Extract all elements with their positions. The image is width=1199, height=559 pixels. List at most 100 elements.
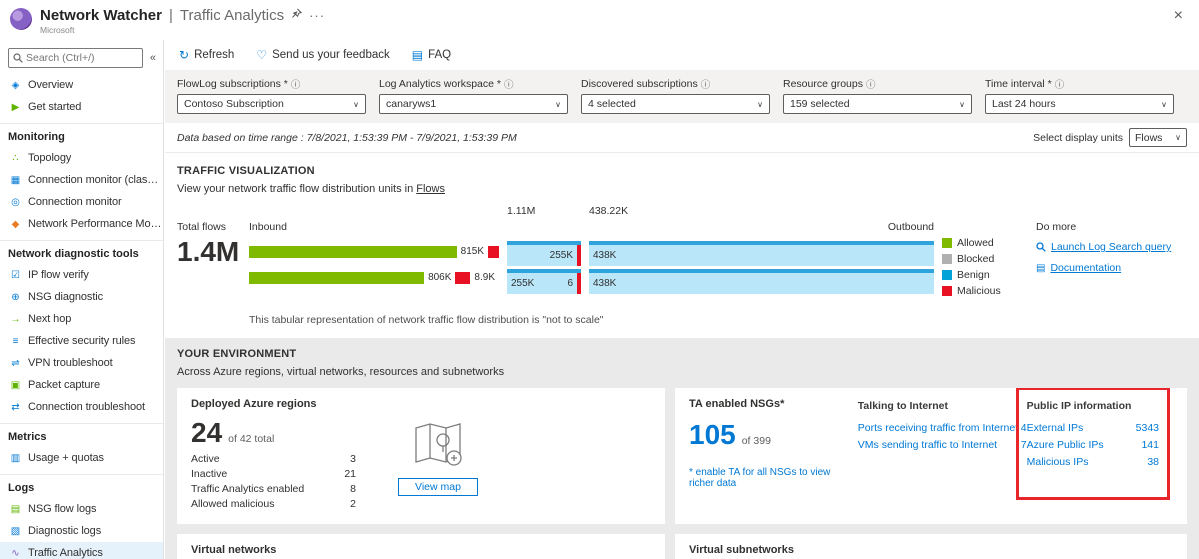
network-watcher-logo-icon — [10, 8, 32, 30]
connection-monitor-icon: ◎ — [11, 196, 20, 208]
sidebar-item-nsg-diagnostic[interactable]: ⊕ NSG diagnostic — [0, 286, 163, 308]
sidebar-item-vpn-troubleshoot[interactable]: ⇌ VPN troubleshoot — [0, 352, 163, 374]
topology-icon: ∴ — [12, 152, 19, 164]
sidebar-item-diagnostic-logs[interactable]: ▧ Diagnostic logs — [0, 520, 163, 542]
time-interval-select[interactable]: Last 24 hours ∨ — [985, 94, 1174, 114]
ports-receiving-link[interactable]: Ports receiving traffic from Internet 4 — [857, 422, 1027, 434]
allowed-bar — [249, 271, 425, 284]
effective-security-rules-icon: ≡ — [12, 335, 19, 347]
nsg-flow-logs-icon: ▤ — [10, 503, 21, 515]
blocked-swatch — [942, 254, 952, 264]
sidebar-item-topology[interactable]: ∴ Topology — [0, 147, 163, 169]
benign-cell-top: 255K — [507, 241, 581, 266]
mid-total-value: 1.11M — [507, 205, 536, 217]
chevron-down-icon: ∨ — [1161, 99, 1167, 109]
sidebar-item-ip-flow-verify[interactable]: ☑ IP flow verify — [0, 264, 163, 286]
search-input[interactable] — [26, 52, 138, 64]
sidebar-item-nsg-flow-logs[interactable]: ▤ NSG flow logs — [0, 498, 163, 520]
collapse-sidebar-button[interactable]: « — [149, 52, 156, 64]
vms-sending-link[interactable]: VMs sending traffic to Internet 7 — [857, 439, 1027, 451]
chevron-down-icon: ∨ — [757, 99, 763, 109]
vpn-troubleshoot-icon: ⇌ — [11, 357, 20, 369]
legend-benign: Benign — [942, 269, 1028, 281]
malicious-swatch — [942, 286, 952, 296]
heart-icon: ♡ — [256, 48, 268, 62]
page-title: Traffic Analytics — [179, 6, 285, 24]
sidebar-item-connection-troubleshoot[interactable]: ⇄ Connection troubleshoot — [0, 396, 163, 418]
refresh-button[interactable]: ↻ Refresh — [179, 48, 235, 62]
azure-public-ips-link[interactable]: Azure Public IPs 141 — [1026, 439, 1159, 451]
outbound-label: Outbound — [887, 221, 934, 233]
launch-log-search-link[interactable]: Launch Log Search query — [1036, 241, 1187, 253]
chart-legend: Allowed Blocked Benign Malicious — [942, 205, 1028, 301]
stat-row: Inactive 21 — [191, 468, 356, 481]
connection-monitor-classic-icon: ▦ — [10, 174, 21, 186]
malicious-bar — [455, 271, 471, 284]
faq-doc-icon: ▤ — [411, 48, 424, 62]
outbound-cell-top: 438K — [589, 241, 934, 266]
search-icon — [1036, 242, 1046, 252]
sidebar-item-effective-security-rules[interactable]: ≡ Effective security rules — [0, 330, 163, 352]
inbound-bar-1: 815K — [249, 245, 499, 258]
malicious-count: 6 — [567, 278, 573, 289]
outbound-cell-bottom: 438K — [589, 269, 934, 294]
command-bar: ↻ Refresh ♡ Send us your feedback ▤ FAQ — [165, 40, 1199, 70]
sidebar-item-next-hop[interactable]: → Next hop — [0, 308, 163, 330]
discovered-subscriptions-select[interactable]: 4 selected ∨ — [581, 94, 770, 114]
stat-row: Traffic Analytics enabled 8 — [191, 483, 356, 496]
ip-flow-verify-icon: ☑ — [11, 269, 20, 281]
top-bar: Network Watcher | Traffic Analytics ··· … — [0, 0, 1199, 40]
sidebar-item-traffic-analytics[interactable]: ∿ Traffic Analytics — [0, 542, 163, 559]
public-ip-information-panel highlight-annotation: Public IP information External IPs 5343 A… — [1015, 388, 1171, 501]
nsg-note: * enable TA for all NSGs to view richer … — [689, 467, 831, 490]
main-content: ↻ Refresh ♡ Send us your feedback ▤ FAQ … — [165, 40, 1199, 559]
log-analytics-workspace-select[interactable]: canaryws1 ∨ — [379, 94, 568, 114]
close-icon[interactable]: × — [1173, 7, 1183, 24]
time-range-bar: Data based on time range : 7/8/2021, 1:5… — [165, 123, 1199, 153]
stat-row: Active 3 — [191, 453, 356, 466]
sidebar-item-overview[interactable]: ◈ Overview — [0, 74, 163, 96]
view-map-button[interactable]: View map — [398, 478, 478, 496]
diagnostic-logs-icon: ▧ — [10, 525, 21, 537]
public-ip-title: Public IP information — [1026, 400, 1132, 412]
time-range-text: Data based on time range : 7/8/2021, 1:5… — [177, 131, 517, 144]
benign-swatch — [942, 270, 952, 280]
sidebar-item-connection-monitor[interactable]: ◎ Connection monitor — [0, 191, 163, 213]
virtual-networks-card: Virtual networks 265 total — [177, 534, 665, 559]
inbound-bar-2: 806K 8.9K — [249, 271, 499, 284]
legend-blocked: Blocked — [942, 253, 1028, 265]
sidebar-section-monitoring: Monitoring — [0, 123, 163, 147]
more-options-icon[interactable]: ··· — [309, 7, 326, 23]
sidebar-item-get-started[interactable]: ▶ Get started — [0, 96, 163, 118]
section-subtitle: Across Azure regions, virtual networks, … — [177, 366, 505, 378]
total-flows-label: Total flows — [177, 221, 227, 233]
info-icon: ⓘ — [1054, 80, 1065, 91]
malicious-ips-link[interactable]: Malicious IPs 38 — [1026, 456, 1159, 468]
sidebar-item-connection-monitor-classic[interactable]: ▦ Connection monitor (classic) — [0, 169, 163, 191]
section-title: TRAFFIC VISUALIZATION — [177, 165, 315, 177]
documentation-link[interactable]: ▤ Documentation — [1036, 262, 1122, 274]
packet-capture-icon: ▣ — [10, 379, 21, 391]
search-icon — [13, 53, 23, 63]
not-to-scale-note: This tabular representation of network t… — [249, 314, 604, 326]
flowlog-subscriptions-select[interactable]: Contoso Subscription ∨ — [177, 94, 366, 114]
malicious-tick — [577, 245, 581, 266]
total-flows-value: 1.4M — [177, 236, 240, 267]
benign-cell-bottom: 255K 6 — [507, 269, 581, 294]
pin-icon[interactable] — [291, 6, 303, 24]
sidebar-item-packet-capture[interactable]: ▣ Packet capture — [0, 374, 163, 396]
legend-malicious: Malicious — [942, 285, 1028, 297]
get-started-icon: ▶ — [11, 101, 20, 113]
display-units-select[interactable]: Flows ∨ — [1129, 128, 1187, 147]
filter-time-interval: Time interval * ⓘ Last 24 hours ∨ — [985, 77, 1174, 114]
external-ips-link[interactable]: External IPs 5343 — [1026, 422, 1159, 434]
faq-button[interactable]: ▤ FAQ — [411, 48, 452, 62]
resource-groups-select[interactable]: 159 selected ∨ — [783, 94, 972, 114]
allowed-swatch — [942, 238, 952, 248]
title-separator: | — [168, 6, 173, 24]
sidebar-item-network-performance-monitor[interactable]: ◆ Network Performance Monitor — [0, 213, 163, 235]
nsg-diagnostic-icon: ⊕ — [11, 291, 20, 303]
flows-link[interactable]: Flows — [416, 183, 445, 195]
feedback-button[interactable]: ♡ Send us your feedback — [256, 48, 390, 62]
sidebar-item-usage-quotas[interactable]: ▥ Usage + quotas — [0, 447, 163, 469]
